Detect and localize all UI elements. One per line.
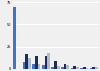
Bar bbox=[57, 66, 60, 69]
Bar bbox=[64, 64, 66, 69]
Bar bbox=[95, 67, 98, 69]
Bar bbox=[42, 65, 45, 69]
Bar bbox=[76, 67, 79, 69]
Bar bbox=[90, 68, 92, 69]
Bar bbox=[92, 67, 95, 69]
Bar bbox=[73, 66, 76, 69]
Bar bbox=[66, 65, 69, 69]
Bar bbox=[54, 61, 57, 69]
Bar bbox=[23, 62, 26, 69]
Bar bbox=[80, 68, 83, 69]
Bar bbox=[35, 56, 38, 69]
Bar bbox=[28, 58, 31, 69]
Bar bbox=[86, 68, 88, 69]
Bar bbox=[13, 7, 16, 69]
Bar bbox=[83, 67, 86, 69]
Bar bbox=[38, 64, 40, 69]
Bar bbox=[26, 54, 28, 69]
Bar bbox=[32, 64, 35, 69]
Bar bbox=[61, 67, 64, 69]
Bar bbox=[71, 68, 73, 69]
Bar bbox=[45, 56, 47, 69]
Bar bbox=[47, 53, 50, 69]
Bar bbox=[52, 67, 54, 69]
